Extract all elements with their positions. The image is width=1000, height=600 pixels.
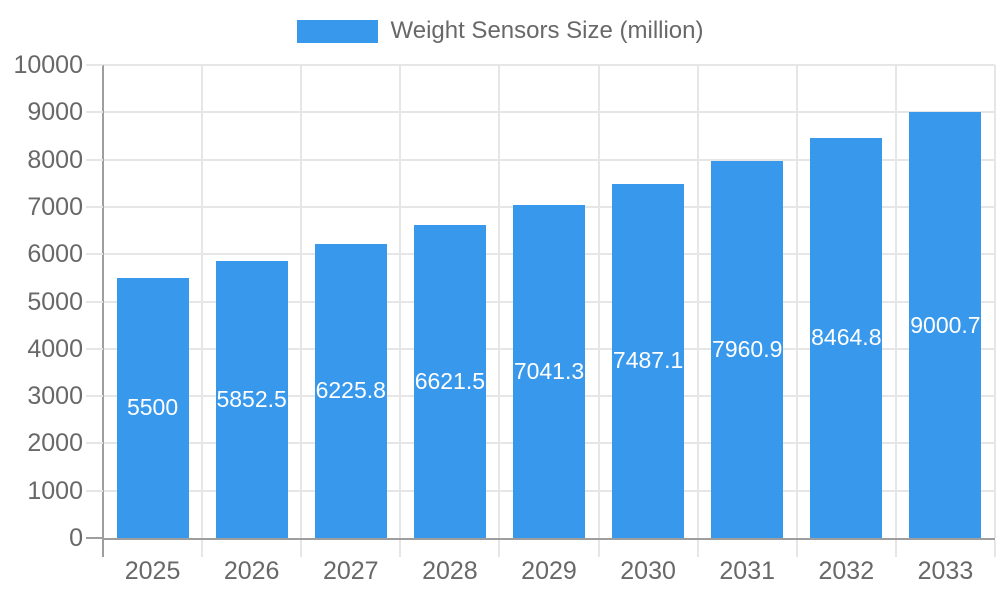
y-tick-label: 5000 — [27, 287, 83, 316]
bar-value-label: 6621.5 — [414, 367, 486, 394]
bar-2032[interactable]: 8464.8 — [810, 137, 883, 538]
legend-swatch — [296, 19, 378, 43]
y-tick-label: 7000 — [27, 192, 83, 221]
y-tick-label: 8000 — [27, 145, 83, 174]
y-tick — [86, 64, 103, 66]
x-tick — [597, 540, 600, 557]
v-gridline — [795, 65, 798, 538]
y-tick — [86, 347, 103, 350]
x-tick-label: 2028 — [422, 557, 478, 585]
bar-value-label: 7041.3 — [513, 357, 585, 384]
y-tick-label: 6000 — [27, 240, 83, 269]
y-tick — [86, 253, 103, 256]
y-tick-label: 4000 — [27, 334, 83, 363]
y-tick — [86, 489, 103, 492]
x-tick — [894, 540, 897, 557]
h-gridline — [103, 111, 995, 114]
x-tick-label: 2027 — [322, 557, 379, 585]
y-tick-label: 0 — [69, 524, 83, 552]
y-tick — [86, 300, 103, 303]
legend-label: Weight Sensors Size (million) — [390, 17, 704, 44]
y-tick — [86, 442, 103, 445]
bar-value-label: 9000.7 — [910, 311, 981, 338]
bar-value-label: 7487.1 — [612, 347, 684, 374]
x-tick-label: 2031 — [719, 557, 776, 585]
y-tick — [86, 205, 103, 208]
bar-value-label: 5500 — [126, 394, 179, 421]
x-tick-label: 2033 — [917, 557, 974, 585]
v-gridline — [894, 65, 897, 538]
x-tick — [399, 540, 402, 557]
v-gridline — [300, 65, 303, 538]
y-tick-label: 1000 — [27, 476, 83, 505]
h-gridline — [103, 158, 995, 161]
h-gridline — [103, 64, 995, 66]
v-gridline — [201, 65, 204, 538]
bar-2026[interactable]: 5852.5 — [215, 261, 288, 538]
x-tick — [300, 540, 303, 557]
bar-2030[interactable]: 7487.1 — [612, 183, 685, 538]
x-tick-label: 2025 — [124, 557, 181, 585]
x-tick-label: 2026 — [223, 557, 280, 585]
v-gridline — [994, 65, 996, 538]
bar-value-label: 6225.8 — [315, 377, 386, 404]
v-gridline — [498, 65, 501, 538]
y-tick — [86, 158, 103, 161]
y-tick — [86, 395, 103, 398]
bar-value-label: 5852.5 — [216, 386, 287, 413]
x-tick — [994, 540, 996, 557]
x-tick-label: 2029 — [521, 557, 577, 585]
bar-value-label: 7960.9 — [712, 336, 783, 363]
x-tick — [498, 540, 501, 557]
y-tick — [86, 537, 103, 539]
bar-2031[interactable]: 7960.9 — [711, 161, 784, 538]
x-tick — [696, 540, 699, 557]
x-tick-label: 2030 — [620, 557, 676, 585]
bar-value-label: 8464.8 — [811, 324, 882, 351]
bar-2027[interactable]: 6225.8 — [314, 243, 387, 538]
v-gridline — [696, 65, 699, 538]
y-axis-line — [102, 65, 104, 538]
legend-item[interactable]: Weight Sensors Size (million) — [0, 17, 1000, 45]
y-tick-label: 3000 — [27, 382, 83, 411]
bar-2029[interactable]: 7041.3 — [513, 204, 585, 538]
v-gridline — [597, 65, 600, 538]
x-tick — [795, 540, 798, 557]
x-tick — [201, 540, 204, 557]
bar-2025[interactable]: 5500 — [116, 277, 189, 538]
bar-2033[interactable]: 9000.7 — [909, 112, 982, 538]
x-axis-line — [102, 538, 995, 540]
y-tick-label: 10000 — [13, 51, 83, 79]
bar-2028[interactable]: 6621.5 — [413, 224, 486, 538]
x-tick — [102, 540, 104, 557]
y-tick-label: 9000 — [27, 98, 83, 127]
y-tick — [86, 111, 103, 114]
y-tick-label: 2000 — [27, 429, 83, 458]
v-gridline — [399, 65, 402, 538]
x-tick-label: 2032 — [818, 557, 875, 585]
plot-area: 5500 5852.5 6225.8 6621.5 7041.3 7487.1 7960.9… — [102, 64, 996, 540]
